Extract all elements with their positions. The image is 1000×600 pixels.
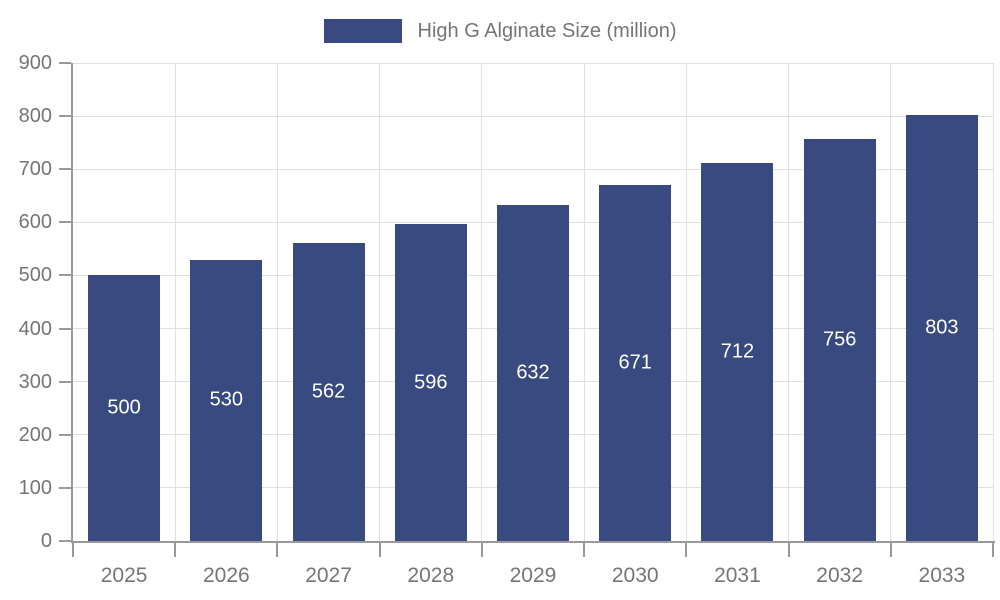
bar-2025[interactable]: 500 <box>88 275 161 541</box>
bar-value-label: 596 <box>414 371 448 394</box>
bar-value-label: 803 <box>925 316 959 339</box>
y-axis-label: 600 <box>18 211 52 234</box>
y-axis-tick <box>59 168 71 171</box>
y-axis-tick <box>59 115 71 118</box>
y-axis-tick <box>59 540 71 542</box>
y-axis-tick <box>59 327 71 330</box>
gridline-vertical <box>583 63 585 541</box>
gridline-vertical <box>481 63 483 541</box>
x-axis-label: 2031 <box>714 564 761 587</box>
legend-label[interactable]: High G Alginate Size (million) <box>417 19 677 42</box>
x-axis-label: 2026 <box>202 564 250 587</box>
y-axis-tick <box>59 433 71 436</box>
y-axis-tick <box>59 380 71 383</box>
gridline-horizontal <box>73 62 993 64</box>
x-axis-tick <box>889 541 892 557</box>
bar-value-label: 562 <box>311 380 346 403</box>
x-axis-tick <box>174 541 177 557</box>
legend-swatch[interactable] <box>323 19 402 43</box>
x-axis-tick <box>276 541 279 557</box>
bar-2027[interactable]: 562 <box>292 242 365 541</box>
x-axis-tick <box>583 541 586 557</box>
bar-2030[interactable]: 671 <box>599 184 672 541</box>
y-axis-tick <box>59 274 71 277</box>
x-axis-tick <box>72 541 74 557</box>
x-axis-label: 2032 <box>816 564 864 587</box>
x-axis-tick <box>480 541 483 557</box>
bar-value-label: 632 <box>516 361 550 384</box>
bar-2033[interactable]: 803 <box>905 114 978 541</box>
y-axis-label: 100 <box>18 476 52 499</box>
bar-value-label: 500 <box>107 396 141 419</box>
x-axis-tick <box>378 541 381 557</box>
y-axis-label: 0 <box>40 530 52 552</box>
bar-2026[interactable]: 530 <box>190 259 263 541</box>
bar-value-label: 530 <box>209 388 244 411</box>
y-axis-label: 800 <box>18 105 52 128</box>
bar-2029[interactable]: 632 <box>497 205 569 541</box>
x-axis-label: 2030 <box>611 564 659 587</box>
gridline-horizontal <box>73 115 993 117</box>
y-axis-label: 900 <box>18 52 52 74</box>
y-axis-label: 500 <box>18 264 52 287</box>
gridline-vertical <box>379 63 381 541</box>
bar-2031[interactable]: 712 <box>701 162 774 541</box>
gridline-vertical <box>174 63 176 541</box>
y-axis-label: 700 <box>18 158 52 181</box>
x-axis-label: 2033 <box>918 564 966 587</box>
gridline-horizontal <box>73 168 993 170</box>
x-axis-tick <box>992 541 994 557</box>
bar-value-label: 712 <box>720 340 755 363</box>
x-axis-label: 2028 <box>407 564 455 587</box>
gridline-vertical <box>276 63 278 541</box>
y-axis-line <box>71 63 73 543</box>
y-axis-tick <box>59 486 71 489</box>
bar-2028[interactable]: 596 <box>394 224 467 541</box>
bar-value-label: 671 <box>618 351 652 374</box>
x-axis-tick <box>787 541 790 557</box>
plot-area: 0 100 200 300 400 500 600 700 800 900 500 2025 530 20… <box>19 52 995 587</box>
y-axis-label: 300 <box>18 370 52 393</box>
y-axis-tick <box>59 221 71 224</box>
gridline-vertical <box>890 63 892 541</box>
x-axis-label: 2025 <box>100 564 148 587</box>
gridline-vertical <box>992 63 994 541</box>
x-axis-label: 2029 <box>509 564 557 587</box>
bar-2032[interactable]: 756 <box>803 139 876 541</box>
y-axis-label: 400 <box>18 317 52 340</box>
x-axis-tick <box>685 541 688 557</box>
y-axis-tick <box>59 62 71 64</box>
y-axis-label: 200 <box>18 423 52 446</box>
gridline-vertical <box>685 63 687 541</box>
x-axis-line <box>71 541 995 543</box>
legend[interactable]: High G Alginate Size (million) <box>0 19 1000 43</box>
x-axis-label: 2027 <box>305 564 352 587</box>
gridline-vertical <box>788 63 790 541</box>
bar-value-label: 756 <box>822 328 857 351</box>
